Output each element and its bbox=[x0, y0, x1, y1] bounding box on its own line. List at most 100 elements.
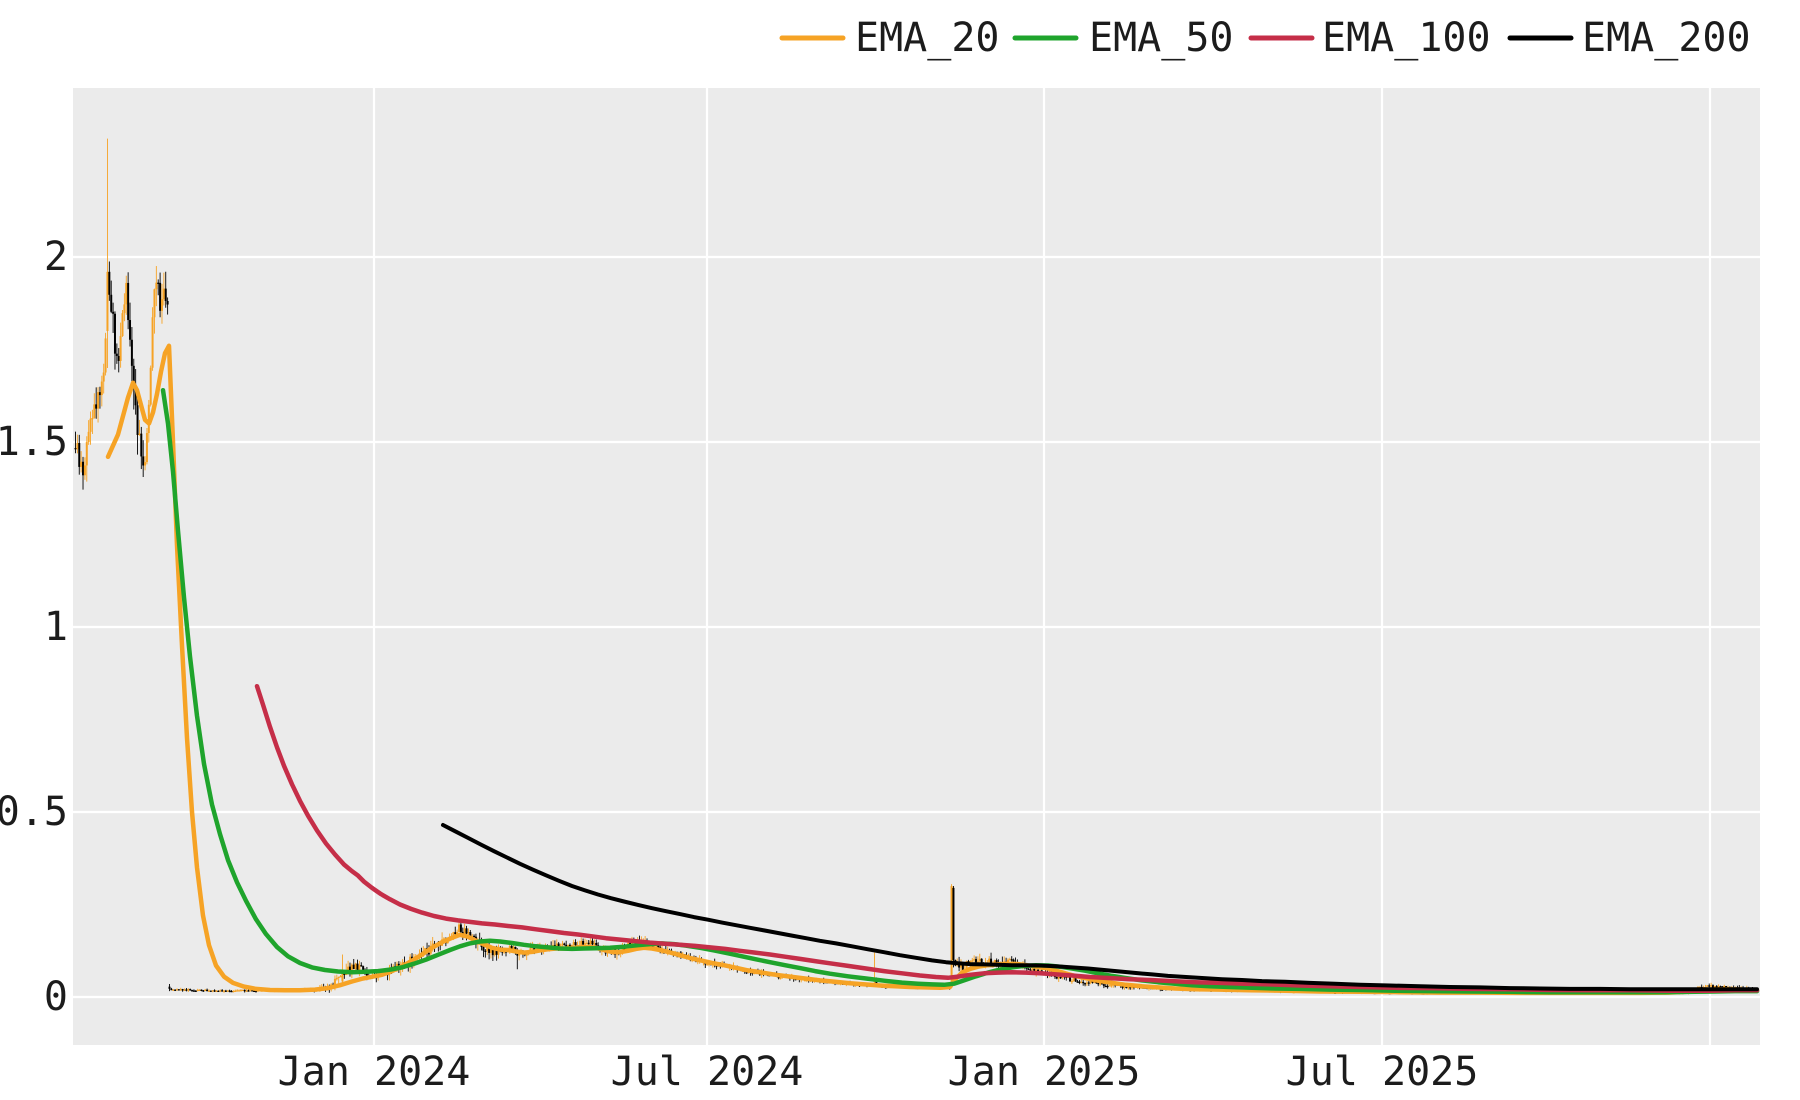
candle-body bbox=[459, 924, 462, 932]
candle-body bbox=[454, 932, 457, 934]
candle-body bbox=[230, 990, 233, 993]
legend-label-ema-200: EMA_200 bbox=[1582, 15, 1751, 61]
candle-body bbox=[243, 989, 246, 992]
candle-body bbox=[497, 948, 500, 955]
candle-body bbox=[980, 958, 983, 963]
candle-body bbox=[1097, 982, 1100, 985]
candle-body bbox=[350, 964, 353, 974]
candle-body bbox=[959, 965, 962, 968]
candle-body bbox=[493, 950, 496, 956]
plot-background bbox=[73, 88, 1760, 1045]
candle-body bbox=[1725, 985, 1728, 988]
candle-body bbox=[491, 948, 494, 956]
candle-body bbox=[973, 959, 976, 961]
candle-body bbox=[467, 932, 470, 934]
candle-body bbox=[356, 963, 359, 971]
x-axis-tick-labels: Jan 2024 Jul 2024 Jan 2025 Jul 2025 bbox=[278, 1049, 1479, 1095]
candle-body bbox=[591, 940, 594, 945]
candle-body bbox=[236, 990, 239, 992]
candle-body bbox=[151, 317, 154, 368]
candle-body bbox=[108, 271, 111, 295]
candle-body bbox=[162, 288, 165, 300]
candle-body bbox=[512, 946, 515, 949]
candle-body bbox=[196, 989, 199, 992]
candle-body bbox=[112, 311, 115, 314]
candle-body bbox=[1084, 983, 1087, 985]
candle-body bbox=[335, 977, 338, 980]
candle-body bbox=[121, 313, 124, 337]
candle-body bbox=[427, 953, 430, 955]
candle-body bbox=[587, 942, 590, 945]
candle-body bbox=[140, 433, 143, 457]
x-tick-label: Jul 2024 bbox=[611, 1049, 804, 1095]
candle-body bbox=[1706, 985, 1709, 987]
candle-body bbox=[561, 943, 564, 946]
candle-body bbox=[360, 965, 363, 967]
candle-body bbox=[134, 388, 137, 406]
candle-body bbox=[110, 294, 113, 312]
candle-body bbox=[657, 945, 660, 948]
candle-body bbox=[189, 989, 192, 991]
candle-body bbox=[160, 299, 163, 311]
candle-body bbox=[952, 887, 955, 960]
candle-body bbox=[170, 988, 173, 991]
y-tick-label: 0 bbox=[44, 974, 68, 1020]
y-tick-label: 1.5 bbox=[0, 419, 68, 465]
candle-body bbox=[176, 989, 179, 991]
y-tick-label: 2 bbox=[44, 234, 68, 280]
candle-body bbox=[1091, 981, 1094, 983]
candle-body bbox=[245, 990, 248, 992]
candle-body bbox=[1082, 981, 1085, 984]
plot-background-rect bbox=[73, 88, 1760, 1045]
candle-body bbox=[529, 948, 532, 951]
candle-body bbox=[489, 948, 492, 953]
candle-body bbox=[1099, 983, 1102, 985]
y-tick-label: 0.5 bbox=[0, 789, 68, 835]
candle-body bbox=[1078, 981, 1081, 983]
candle-body bbox=[1057, 976, 1060, 979]
candle-body bbox=[1710, 985, 1713, 987]
candle-body bbox=[1076, 981, 1079, 983]
candle-body bbox=[352, 964, 355, 970]
candle-body bbox=[988, 958, 991, 963]
candle-body bbox=[1087, 982, 1090, 984]
candle-body bbox=[168, 986, 171, 989]
candle-body bbox=[1070, 980, 1073, 983]
candle-body bbox=[463, 928, 466, 934]
candle-body bbox=[130, 339, 133, 366]
candle-body bbox=[424, 948, 427, 952]
candle-body bbox=[1721, 986, 1724, 988]
candle-body bbox=[136, 405, 139, 435]
candle-body bbox=[241, 989, 244, 992]
candle-body bbox=[333, 978, 336, 986]
candle-body bbox=[129, 320, 132, 340]
candle-body bbox=[183, 989, 186, 991]
candle-body bbox=[157, 282, 160, 284]
candle-body bbox=[958, 963, 961, 968]
candle-body bbox=[194, 990, 197, 992]
candle-body bbox=[249, 990, 252, 992]
candle-body bbox=[224, 990, 227, 992]
candle-body bbox=[1037, 969, 1040, 972]
candle-body bbox=[219, 990, 222, 992]
candle-body bbox=[568, 944, 571, 947]
candle-body bbox=[456, 931, 459, 934]
candle-body bbox=[553, 944, 556, 947]
legend-label-ema-50: EMA_50 bbox=[1089, 15, 1234, 61]
legend-label-ema-100: EMA_100 bbox=[1322, 15, 1491, 61]
candle-body bbox=[995, 960, 998, 965]
candle-body bbox=[149, 367, 152, 405]
candle-body bbox=[1713, 986, 1716, 988]
candle-body bbox=[1059, 976, 1062, 979]
y-axis-tick-labels: 0 0.5 1 1.5 2 bbox=[0, 234, 68, 1020]
candle-body bbox=[473, 935, 476, 938]
candle-body bbox=[132, 365, 135, 389]
candle-body bbox=[1031, 968, 1034, 971]
candle-body bbox=[655, 945, 658, 947]
candle-body bbox=[164, 288, 167, 301]
candle-body bbox=[465, 928, 468, 934]
candle-body bbox=[123, 304, 126, 314]
candle-body bbox=[557, 943, 560, 947]
